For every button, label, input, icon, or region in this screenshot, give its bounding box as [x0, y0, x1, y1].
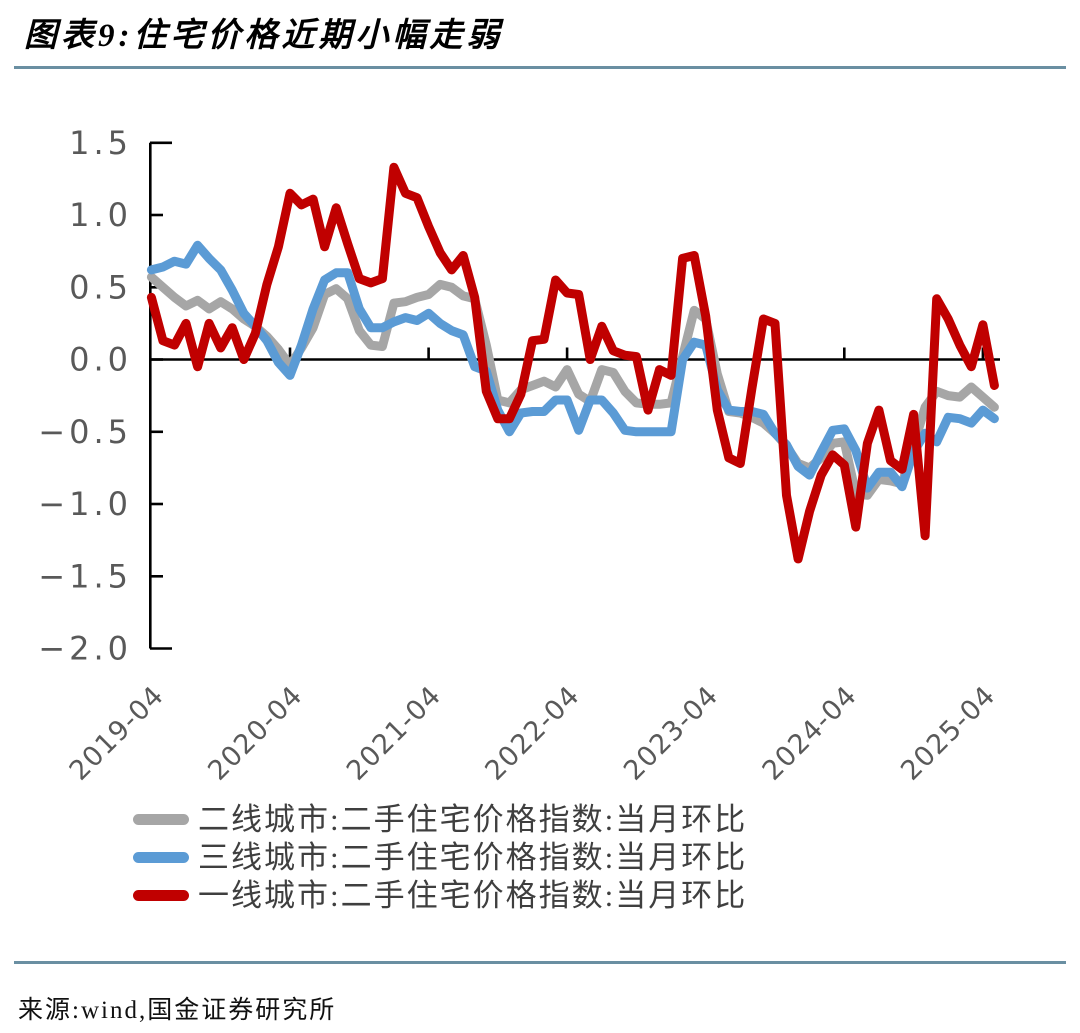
y-tick-label: −2.0	[38, 630, 132, 668]
x-tick-label: 2019-04	[64, 680, 171, 787]
legend-label-third-tier: 三线城市:二手住宅价格指数:当月环比	[198, 839, 748, 875]
chart-legend: 二线城市:二手住宅价格指数:当月环比 三线城市:二手住宅价格指数:当月环比 一线…	[133, 800, 747, 914]
source-note: 来源:wind,国金证券研究所	[18, 997, 337, 1024]
legend-swatch-second-tier-icon	[133, 813, 189, 825]
y-tick-label: −1.5	[38, 557, 132, 595]
x-tick-label: 2022-04	[479, 680, 586, 787]
x-tick-label: 2023-04	[618, 680, 725, 787]
x-tick-label: 2021-04	[341, 680, 448, 787]
legend-label-first-tier: 一线城市:二手住宅价格指数:当月环比	[198, 877, 748, 913]
y-tick-label: 0.0	[69, 341, 132, 379]
footer-divider	[14, 961, 1066, 964]
x-tick-label: 2020-04	[202, 680, 309, 787]
y-tick-label: −0.5	[38, 413, 132, 451]
legend-swatch-first-tier-icon	[133, 889, 189, 901]
series-first-tier	[146, 162, 999, 564]
legend-label-second-tier: 二线城市:二手住宅价格指数:当月环比	[198, 801, 748, 837]
x-tick-label: 2025-04	[895, 680, 1002, 787]
legend-swatch-third-tier-icon	[133, 851, 189, 863]
legend-item-second-tier: 二线城市:二手住宅价格指数:当月环比	[133, 800, 747, 838]
y-tick-label: 1.0	[69, 196, 132, 234]
page-title: 图表9:住宅价格近期小幅走弱	[24, 18, 504, 54]
legend-item-first-tier: 一线城市:二手住宅价格指数:当月环比	[133, 876, 747, 914]
x-tick-label: 2024-04	[757, 680, 864, 787]
y-tick-label: 0.5	[69, 268, 132, 306]
housing-price-line-chart: 1.5 1.0 0.5 0.0 −0.5 −1.0 −1.5 −2.0 2019-04 2020-…	[38, 124, 1002, 787]
y-axis	[149, 141, 172, 650]
title-divider	[14, 66, 1066, 69]
legend-item-third-tier: 三线城市:二手住宅价格指数:当月环比	[133, 838, 747, 876]
series-third-tier	[146, 240, 999, 493]
y-tick-label: 1.5	[69, 124, 132, 162]
y-tick-label: −1.0	[38, 485, 132, 523]
